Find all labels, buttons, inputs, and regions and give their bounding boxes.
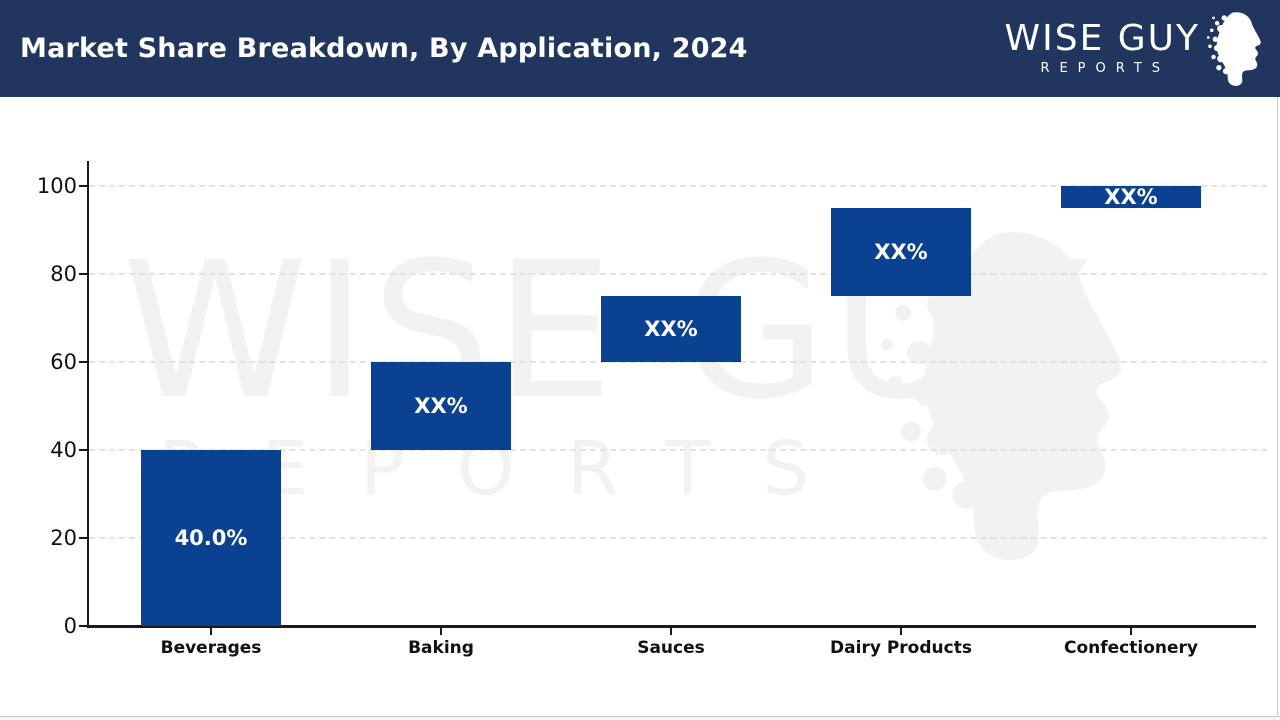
bar-value-label: XX% xyxy=(414,394,468,418)
x-tick-label-1: Baking xyxy=(408,638,474,658)
x-tick-label-4: Confectionery xyxy=(1064,638,1198,658)
brand-logo: WISE GUY REPORTS xyxy=(1005,0,1267,97)
frame-bottom-pad xyxy=(0,717,1280,720)
y-tick-mark-80 xyxy=(79,273,87,275)
bar-value-label: 40.0% xyxy=(174,526,248,550)
brand-head-icon xyxy=(1206,11,1261,86)
x-tick-mark-0 xyxy=(210,628,212,635)
x-axis xyxy=(87,625,1256,628)
bar-sauces: XX% xyxy=(601,296,741,362)
gridline-20 xyxy=(89,537,1267,539)
y-tick-mark-0 xyxy=(79,625,87,627)
gridline-60 xyxy=(89,361,1267,363)
y-tick-mark-100 xyxy=(79,185,87,187)
gridline-80 xyxy=(89,273,1267,275)
y-tick-mark-40 xyxy=(79,449,87,451)
brand-name: WISE GUY xyxy=(1004,18,1200,59)
y-tick-label-40: 40 xyxy=(50,438,77,462)
bar-baking: XX% xyxy=(371,362,511,450)
bar-value-label: XX% xyxy=(1104,185,1158,209)
y-tick-label-0: 0 xyxy=(63,614,77,638)
gridline-100 xyxy=(89,185,1267,187)
bar-beverages: 40.0% xyxy=(141,450,281,626)
x-tick-mark-1 xyxy=(440,628,442,635)
bar-value-label: XX% xyxy=(874,240,928,264)
gridline-40 xyxy=(89,449,1267,451)
x-tick-mark-4 xyxy=(1130,628,1132,635)
y-tick-label-20: 20 xyxy=(50,526,77,550)
y-tick-label-100: 100 xyxy=(36,174,77,198)
bar-dairy-products: XX% xyxy=(831,208,971,296)
x-tick-label-0: Beverages xyxy=(160,638,262,658)
frame-right-edge xyxy=(1277,97,1278,717)
y-tick-label-60: 60 xyxy=(50,350,77,374)
x-tick-mark-2 xyxy=(670,628,672,635)
y-tick-mark-60 xyxy=(79,361,87,363)
y-tick-label-80: 80 xyxy=(50,262,77,286)
brand-subname: REPORTS xyxy=(1040,61,1171,76)
x-tick-label-3: Dairy Products xyxy=(830,638,972,658)
x-tick-mark-3 xyxy=(900,628,902,635)
frame-bottom-edge xyxy=(0,716,1280,717)
y-axis xyxy=(87,161,89,628)
header-bar: Market Share Breakdown, By Application, … xyxy=(0,0,1280,97)
bar-value-label: XX% xyxy=(644,317,698,341)
brand-logo-text: WISE GUY REPORTS xyxy=(1004,18,1201,77)
page-title: Market Share Breakdown, By Application, … xyxy=(20,33,748,64)
x-tick-label-2: Sauces xyxy=(637,638,705,658)
bar-confectionery: XX% xyxy=(1061,185,1201,209)
y-tick-mark-20 xyxy=(79,537,87,539)
